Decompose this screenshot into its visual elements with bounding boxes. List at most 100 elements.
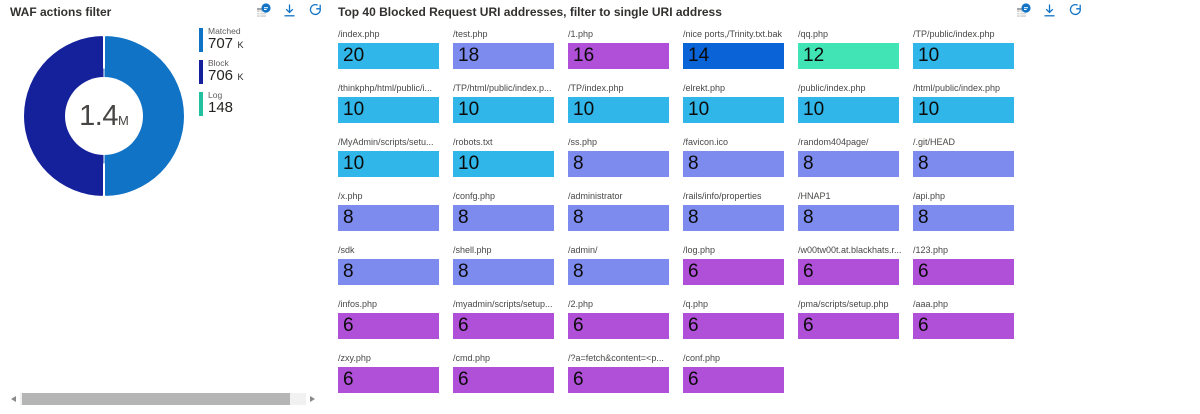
legend-item: Matched 707 K xyxy=(199,27,244,53)
scroll-right-icon[interactable] xyxy=(306,393,318,405)
uri-tile-bar[interactable]: 8 xyxy=(338,205,439,231)
uri-tile-bar[interactable]: 10 xyxy=(568,97,669,123)
uri-tile-bar[interactable]: 6 xyxy=(683,367,784,393)
uri-tile: /infos.php 6 xyxy=(338,299,453,339)
uri-tile: /TP/public/index.php 10 xyxy=(913,29,1028,69)
uri-tile-bar[interactable]: 8 xyxy=(568,259,669,285)
legend-value-number: 706 xyxy=(208,67,234,84)
legend-swatch xyxy=(199,28,203,52)
blocked-uri-panel-toolbar xyxy=(1016,3,1083,18)
uri-tile: /html/public/index.php 10 xyxy=(913,83,1028,123)
legend-value-unit: K xyxy=(235,72,244,82)
uri-tile-bar[interactable]: 8 xyxy=(913,205,1014,231)
legend-value-number: 148 xyxy=(208,99,234,116)
uri-tile-bar[interactable]: 8 xyxy=(568,151,669,177)
query-grid-icon[interactable] xyxy=(256,3,271,18)
uri-tile: /shell.php 8 xyxy=(453,245,568,285)
uri-tile-label: /q.php xyxy=(683,299,709,309)
download-icon[interactable] xyxy=(1042,3,1057,18)
uri-tile-label: /shell.php xyxy=(453,245,492,255)
uri-tile: /admin/ 8 xyxy=(568,245,683,285)
scrollbar-thumb[interactable] xyxy=(22,393,290,405)
uri-tile-bar[interactable]: 8 xyxy=(683,205,784,231)
undo-icon[interactable] xyxy=(308,3,323,18)
uri-tile-bar[interactable]: 8 xyxy=(453,259,554,285)
uri-tile-bar[interactable]: 12 xyxy=(798,43,899,69)
query-grid-icon[interactable] xyxy=(1016,3,1031,18)
uri-tile: /api.php 8 xyxy=(913,191,1028,231)
uri-tile-bar[interactable]: 10 xyxy=(453,151,554,177)
scroll-left-icon[interactable] xyxy=(8,393,20,405)
uri-tile-label: /random404page/ xyxy=(798,137,869,147)
uri-tile-bar[interactable]: 16 xyxy=(568,43,669,69)
uri-tile-label: /conf.php xyxy=(683,353,721,363)
uri-tile-bar[interactable]: 8 xyxy=(798,151,899,177)
horizontal-scrollbar[interactable] xyxy=(8,393,318,405)
uri-tile-bar[interactable]: 6 xyxy=(798,313,899,339)
scrollbar-track[interactable] xyxy=(20,393,306,405)
uri-tile-grid: /index.php 20 /test.php 18 /1.php 16 /ni… xyxy=(338,29,1028,393)
uri-tile: /MyAdmin/scripts/setu... 10 xyxy=(338,137,453,177)
uri-tile: /x.php 8 xyxy=(338,191,453,231)
uri-tile-label: /rails/info/properties xyxy=(683,191,762,201)
uri-tile-bar[interactable]: 8 xyxy=(913,151,1014,177)
uri-tile-bar[interactable]: 6 xyxy=(913,259,1014,285)
waf-donut-chart[interactable]: 1.4M xyxy=(24,36,184,196)
uri-tile: /TP/index.php 10 xyxy=(568,83,683,123)
uri-tile-bar[interactable]: 8 xyxy=(338,259,439,285)
uri-tile-bar[interactable]: 8 xyxy=(453,205,554,231)
donut-total-unit: M xyxy=(117,112,129,128)
uri-tile: /TP/html/public/index.p... 10 xyxy=(453,83,568,123)
uri-tile-label: /x.php xyxy=(338,191,363,201)
uri-tile: /elrekt.php 10 xyxy=(683,83,798,123)
uri-tile: /cmd.php 6 xyxy=(453,353,568,393)
uri-tile-label: /.git/HEAD xyxy=(913,137,956,147)
uri-tile-bar[interactable]: 8 xyxy=(683,151,784,177)
donut-center: 1.4M xyxy=(65,77,143,155)
uri-tile: /2.php 6 xyxy=(568,299,683,339)
uri-tile-bar[interactable]: 6 xyxy=(683,259,784,285)
uri-tile: /index.php 20 xyxy=(338,29,453,69)
uri-tile-label: /robots.txt xyxy=(453,137,493,147)
uri-tile-bar[interactable]: 6 xyxy=(568,313,669,339)
uri-tile-bar[interactable]: 10 xyxy=(913,97,1014,123)
uri-tile-bar[interactable]: 6 xyxy=(338,367,439,393)
uri-tile-bar[interactable]: 8 xyxy=(568,205,669,231)
uri-tile-label: /pma/scripts/setup.php xyxy=(798,299,889,309)
uri-tile: /test.php 18 xyxy=(453,29,568,69)
uri-tile-label: /123.php xyxy=(913,245,949,255)
legend-item: Block 706 K xyxy=(199,59,244,85)
uri-tile-bar[interactable]: 6 xyxy=(568,367,669,393)
uri-tile-bar[interactable]: 20 xyxy=(338,43,439,69)
uri-tile-bar[interactable]: 10 xyxy=(683,97,784,123)
legend-value-unit: K xyxy=(235,40,244,50)
uri-tile-bar[interactable]: 6 xyxy=(683,313,784,339)
uri-tile-bar[interactable]: 14 xyxy=(683,43,784,69)
uri-tile-bar[interactable]: 6 xyxy=(338,313,439,339)
uri-tile-bar[interactable]: 6 xyxy=(453,313,554,339)
uri-tile-bar[interactable]: 10 xyxy=(453,97,554,123)
uri-tile-bar[interactable]: 10 xyxy=(913,43,1014,69)
uri-tile-bar[interactable]: 10 xyxy=(798,97,899,123)
uri-tile-bar[interactable]: 10 xyxy=(338,151,439,177)
undo-icon[interactable] xyxy=(1068,3,1083,18)
download-icon[interactable] xyxy=(282,3,297,18)
uri-tile-bar[interactable]: 6 xyxy=(453,367,554,393)
uri-tile: /rails/info/properties 8 xyxy=(683,191,798,231)
uri-tile-label: /TP/html/public/index.p... xyxy=(453,83,552,93)
uri-tile: /confg.php 8 xyxy=(453,191,568,231)
uri-tile-label: /ss.php xyxy=(568,137,598,147)
uri-tile-label: /test.php xyxy=(453,29,488,39)
uri-tile: /log.php 6 xyxy=(683,245,798,285)
uri-tile: /pma/scripts/setup.php 6 xyxy=(798,299,913,339)
uri-tile-label: /favicon.ico xyxy=(683,137,729,147)
uri-tile-bar[interactable]: 18 xyxy=(453,43,554,69)
uri-tile-bar[interactable]: 6 xyxy=(913,313,1014,339)
uri-tile-bar[interactable]: 8 xyxy=(798,205,899,231)
uri-tile-label: /MyAdmin/scripts/setu... xyxy=(338,137,434,147)
uri-tile: /favicon.ico 8 xyxy=(683,137,798,177)
uri-tile-bar[interactable]: 6 xyxy=(798,259,899,285)
uri-tile: /random404page/ 8 xyxy=(798,137,913,177)
uri-tile-label: /administrator xyxy=(568,191,623,201)
uri-tile-bar[interactable]: 10 xyxy=(338,97,439,123)
